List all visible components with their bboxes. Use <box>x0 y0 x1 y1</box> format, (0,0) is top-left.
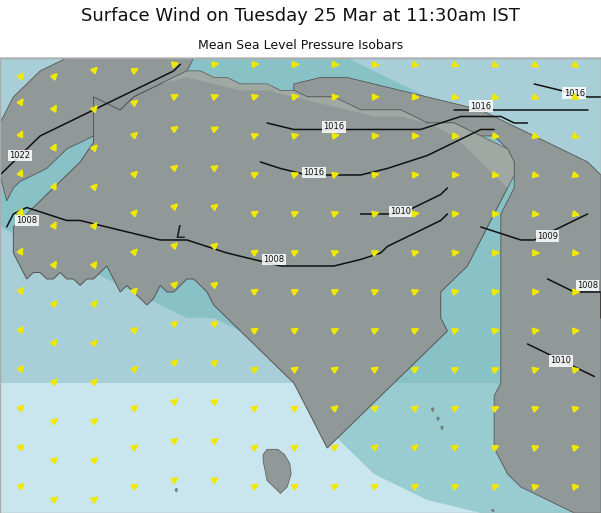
Text: 1010: 1010 <box>551 357 572 365</box>
Text: L: L <box>175 225 185 243</box>
Polygon shape <box>175 488 178 492</box>
Text: Mean Sea Level Pressure Isobars: Mean Sea Level Pressure Isobars <box>198 38 403 52</box>
Polygon shape <box>294 77 601 513</box>
Text: 1008: 1008 <box>263 255 284 264</box>
Text: 1009: 1009 <box>537 231 558 241</box>
Text: 1016: 1016 <box>564 89 585 97</box>
Polygon shape <box>432 408 434 411</box>
Polygon shape <box>13 71 514 448</box>
Polygon shape <box>160 71 514 188</box>
Bar <box>0 383 601 513</box>
Text: Surface Wind on Tuesday 25 Mar at 11:30am IST: Surface Wind on Tuesday 25 Mar at 11:30a… <box>81 7 520 25</box>
Text: 1016: 1016 <box>304 168 325 177</box>
Text: 1016: 1016 <box>470 102 492 111</box>
Text: 1008: 1008 <box>577 281 598 290</box>
Polygon shape <box>441 426 444 430</box>
Text: 1008: 1008 <box>16 216 37 225</box>
Text: 1016: 1016 <box>323 123 344 131</box>
Polygon shape <box>0 58 194 201</box>
Text: 1022: 1022 <box>10 151 31 160</box>
Text: 1010: 1010 <box>390 207 411 216</box>
Polygon shape <box>437 417 439 421</box>
Polygon shape <box>263 449 291 494</box>
Polygon shape <box>0 58 601 513</box>
Polygon shape <box>492 509 494 511</box>
